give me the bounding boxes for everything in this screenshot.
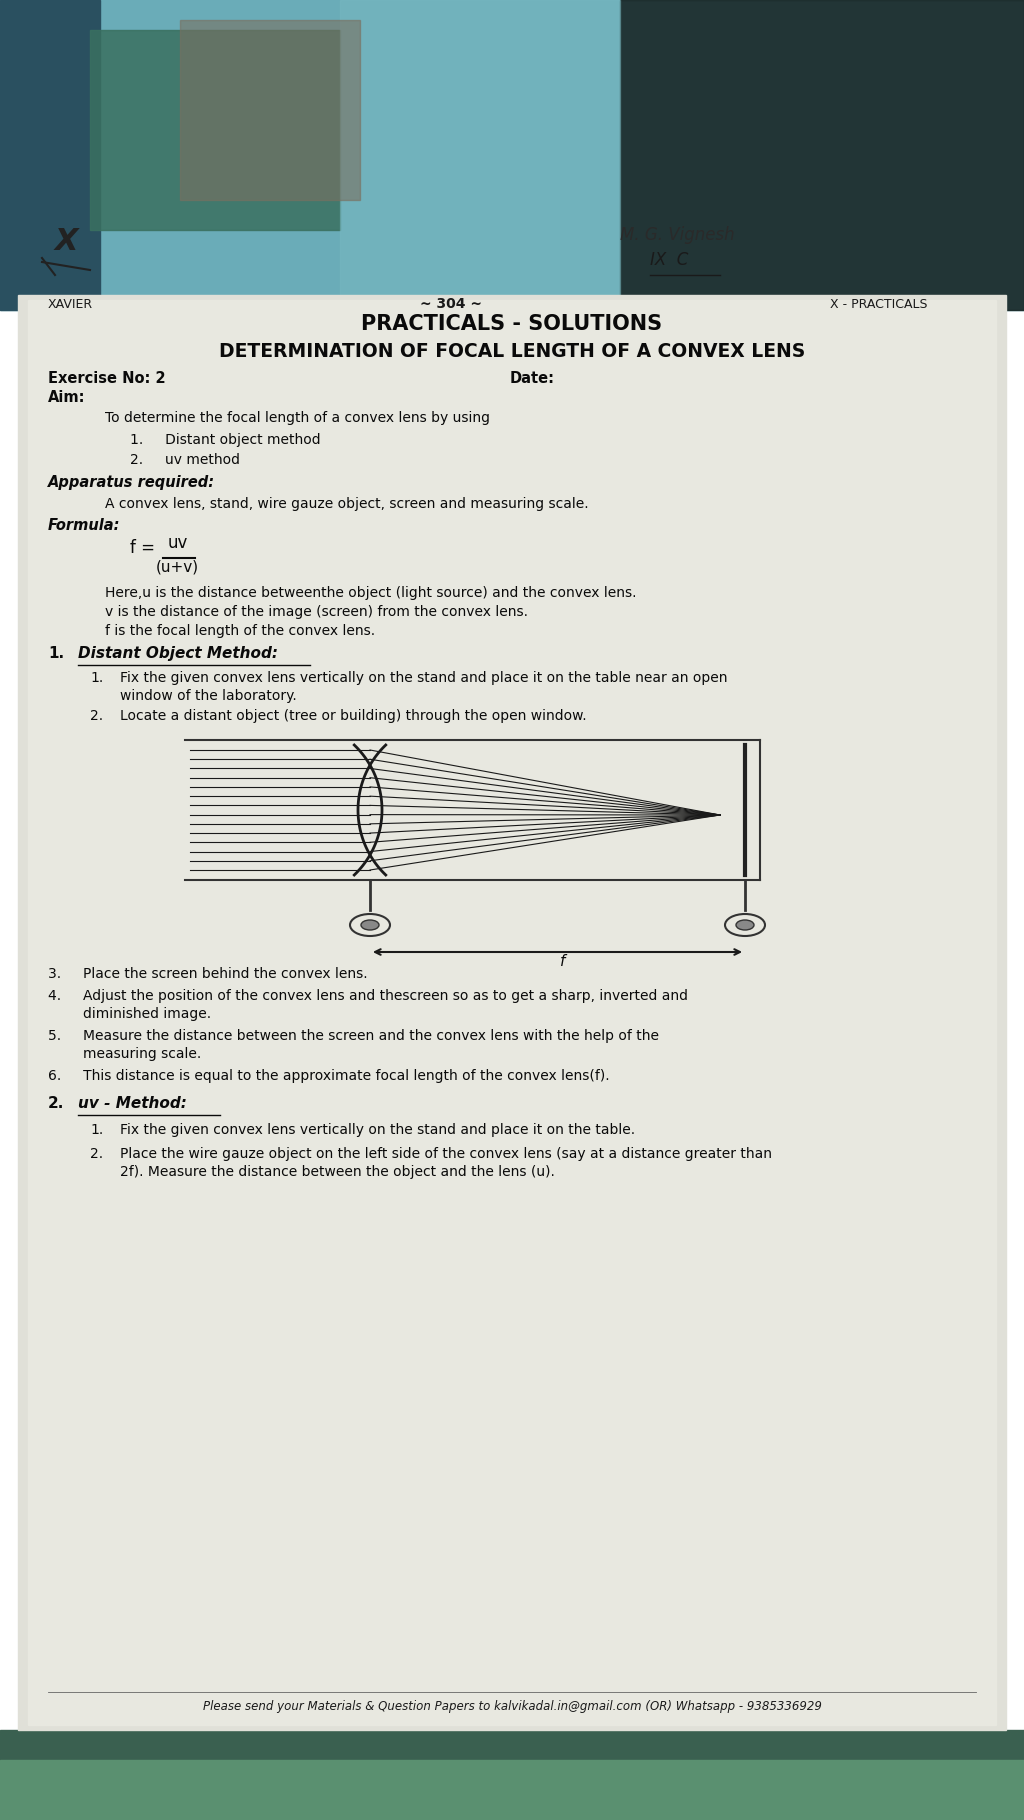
Text: Locate a distant object (tree or building) through the open window.: Locate a distant object (tree or buildin… bbox=[120, 710, 587, 723]
Text: 2.: 2. bbox=[48, 1096, 65, 1110]
Text: 2f). Measure the distance between the object and the lens (u).: 2f). Measure the distance between the ob… bbox=[120, 1165, 555, 1179]
Text: 1.: 1. bbox=[48, 646, 65, 661]
Ellipse shape bbox=[361, 919, 379, 930]
Bar bbox=[28, 300, 996, 1725]
Text: Here,u is the distance betweenthe object (light source) and the convex lens.: Here,u is the distance betweenthe object… bbox=[105, 586, 637, 601]
Text: (u+v): (u+v) bbox=[156, 561, 199, 575]
Bar bbox=[18, 295, 1006, 1731]
Text: Fix the given convex lens vertically on the stand and place it on the table near: Fix the given convex lens vertically on … bbox=[120, 672, 727, 684]
Text: 6.     This distance is equal to the approximate focal length of the convex lens: 6. This distance is equal to the approxi… bbox=[48, 1068, 609, 1083]
Bar bbox=[0, 1731, 1024, 1820]
Text: f: f bbox=[560, 954, 565, 968]
Text: XAVIER: XAVIER bbox=[48, 298, 93, 311]
Bar bbox=[0, 0, 1024, 309]
Text: 4.     Adjust the position of the convex lens and thescreen so as to get a sharp: 4. Adjust the position of the convex len… bbox=[48, 988, 688, 1003]
Text: 5.     Measure the distance between the screen and the convex lens with the help: 5. Measure the distance between the scre… bbox=[48, 1028, 659, 1043]
Text: Distant Object Method:: Distant Object Method: bbox=[78, 646, 278, 661]
Text: M. G. Vignesh: M. G. Vignesh bbox=[620, 226, 734, 244]
Text: 1.     Distant object method: 1. Distant object method bbox=[130, 433, 321, 448]
Text: Please send your Materials & Question Papers to kalvikadal.in@gmail.com (OR) Wha: Please send your Materials & Question Pa… bbox=[203, 1700, 821, 1713]
Text: uv: uv bbox=[168, 533, 188, 551]
Text: 2.: 2. bbox=[90, 710, 103, 723]
Bar bbox=[0, 1760, 1024, 1820]
Text: ~ 304 ~: ~ 304 ~ bbox=[420, 297, 482, 311]
Text: 1.: 1. bbox=[90, 672, 103, 684]
Text: Fix the given convex lens vertically on the stand and place it on the table.: Fix the given convex lens vertically on … bbox=[120, 1123, 635, 1138]
Text: measuring scale.: measuring scale. bbox=[48, 1046, 202, 1061]
Text: 3.     Place the screen behind the convex lens.: 3. Place the screen behind the convex le… bbox=[48, 966, 368, 981]
Text: diminished image.: diminished image. bbox=[48, 1006, 211, 1021]
Text: Apparatus required:: Apparatus required: bbox=[48, 475, 215, 490]
Text: 2.: 2. bbox=[90, 1147, 103, 1161]
Text: v is the distance of the image (screen) from the convex lens.: v is the distance of the image (screen) … bbox=[105, 604, 528, 619]
Bar bbox=[620, 0, 1024, 309]
Bar bbox=[180, 20, 360, 200]
Text: Place the wire gauze object on the left side of the convex lens (say at a distan: Place the wire gauze object on the left … bbox=[120, 1147, 772, 1161]
Text: 1.: 1. bbox=[90, 1123, 103, 1138]
Bar bbox=[90, 29, 340, 229]
Text: Aim:: Aim: bbox=[48, 389, 85, 406]
Text: uv - Method:: uv - Method: bbox=[78, 1096, 186, 1110]
Text: X: X bbox=[55, 228, 79, 257]
Text: Date:: Date: bbox=[510, 371, 555, 386]
Text: A convex lens, stand, wire gauze object, screen and measuring scale.: A convex lens, stand, wire gauze object,… bbox=[105, 497, 589, 511]
Text: DETERMINATION OF FOCAL LENGTH OF A CONVEX LENS: DETERMINATION OF FOCAL LENGTH OF A CONVE… bbox=[219, 342, 805, 360]
Text: IX  C: IX C bbox=[650, 251, 688, 269]
Text: PRACTICALS - SOLUTIONS: PRACTICALS - SOLUTIONS bbox=[361, 315, 663, 335]
Text: f =: f = bbox=[130, 539, 155, 557]
Text: window of the laboratory.: window of the laboratory. bbox=[120, 690, 297, 703]
Bar bbox=[0, 0, 100, 309]
Ellipse shape bbox=[736, 919, 754, 930]
Text: f is the focal length of the convex lens.: f is the focal length of the convex lens… bbox=[105, 624, 375, 639]
Text: Exercise No: 2: Exercise No: 2 bbox=[48, 371, 166, 386]
Text: X - PRACTICALS: X - PRACTICALS bbox=[830, 298, 928, 311]
Text: Formula:: Formula: bbox=[48, 519, 121, 533]
Text: 2.     uv method: 2. uv method bbox=[130, 453, 240, 468]
Text: To determine the focal length of a convex lens by using: To determine the focal length of a conve… bbox=[105, 411, 490, 426]
Bar bbox=[340, 0, 620, 309]
